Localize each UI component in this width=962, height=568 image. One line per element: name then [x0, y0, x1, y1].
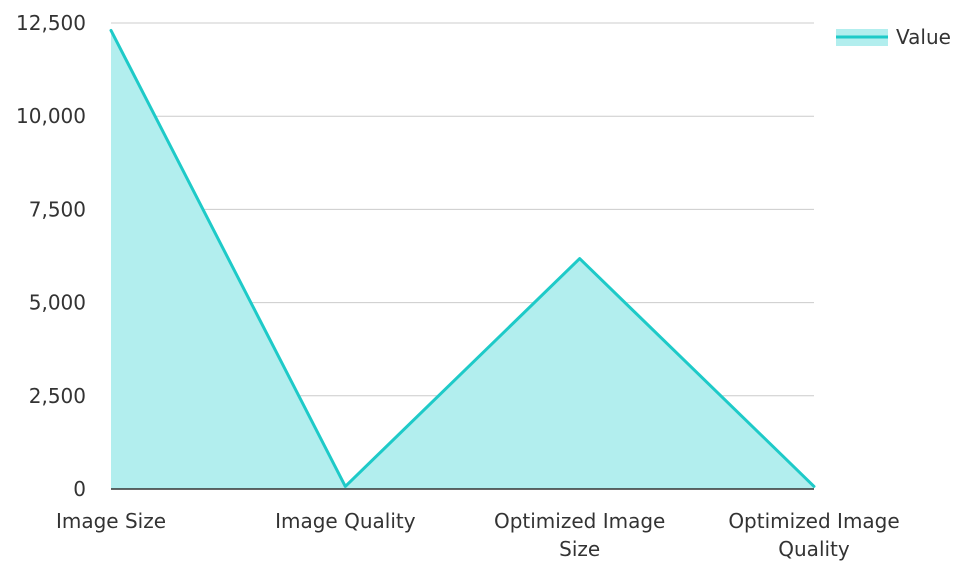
y-axis-tick-labels: 0 2,500 5,000 7,500 10,000 12,500 [16, 11, 86, 501]
y-tick-label: 0 [73, 477, 86, 501]
x-tick-label-line: Image Size [56, 509, 166, 533]
y-tick-label: 2,500 [29, 384, 86, 408]
x-axis-tick-labels: Image Size Image Quality Optimized Image Si… [56, 509, 900, 561]
x-tick-label: Image Quality [275, 509, 416, 533]
legend: Value [836, 25, 951, 49]
x-tick-label-line: Optimized Image [728, 509, 899, 533]
x-tick-label-line: Optimized Image [494, 509, 665, 533]
y-tick-label: 7,500 [29, 197, 86, 221]
x-tick-label: Image Size [56, 509, 166, 533]
y-tick-label: 12,500 [16, 11, 86, 35]
x-tick-label-line: Image Quality [275, 509, 416, 533]
y-tick-label: 5,000 [29, 291, 86, 315]
area-fill [111, 30, 814, 490]
x-tick-label-line: Quality [778, 537, 850, 561]
x-tick-label: Optimized Image Quality [728, 509, 899, 561]
y-tick-label: 10,000 [16, 104, 86, 128]
x-tick-label-line: Size [559, 537, 600, 561]
plot-area [109, 28, 816, 490]
legend-label: Value [896, 25, 951, 49]
series-line [109, 28, 816, 488]
x-tick-label: Optimized Image Size [494, 509, 665, 561]
